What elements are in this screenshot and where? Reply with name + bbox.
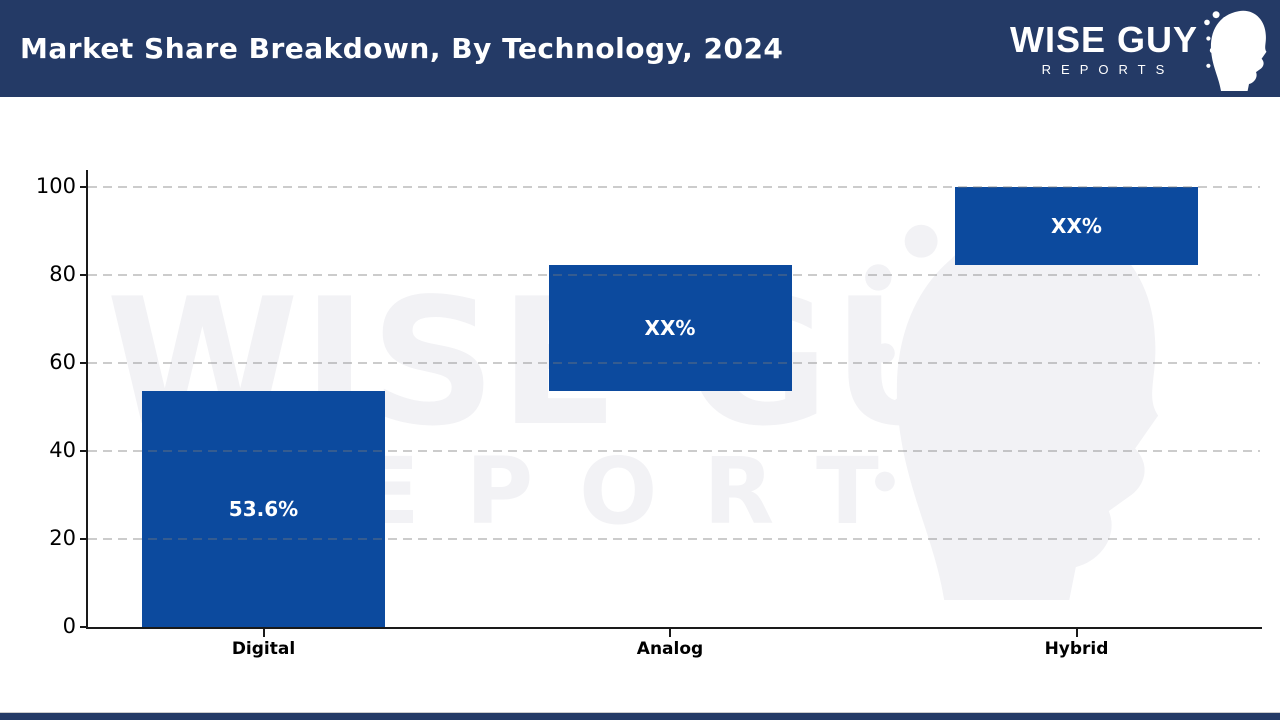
header-bar: Market Share Breakdown, By Technology, 2…: [0, 0, 1280, 97]
x-axis-spine: [86, 627, 1262, 629]
bar-value-label: XX%: [644, 316, 696, 340]
page-title: Market Share Breakdown, By Technology, 2…: [20, 32, 784, 65]
y-tick-label: 40: [49, 438, 76, 462]
brand-logo: WISE GUY REPORTS: [1010, 6, 1270, 92]
logo-wordmark-line1: WISE GUY: [1009, 19, 1198, 60]
x-category-label-hybrid: Hybrid: [1044, 639, 1109, 659]
x-tick-mark: [1075, 629, 1078, 637]
watermark-face-icon: [865, 222, 1159, 600]
y-tick-label: 80: [49, 262, 76, 286]
gridline: [88, 186, 1260, 188]
logo-wordmark-line2: REPORTS: [1041, 62, 1175, 77]
gridline: [88, 538, 1260, 540]
y-tick-mark: [80, 362, 88, 364]
y-tick-mark: [80, 274, 88, 276]
x-category-label-analog: Analog: [636, 639, 704, 659]
footer-bar: [0, 713, 1280, 720]
bar-value-label: XX%: [1051, 213, 1102, 238]
y-tick-label: 60: [49, 350, 76, 374]
y-tick-mark: [80, 538, 88, 540]
x-tick-mark: [262, 629, 265, 637]
face-profile-icon: [1204, 10, 1267, 91]
y-tick-label: 100: [35, 174, 76, 198]
logo-wordmark: WISE GUY REPORTS: [1009, 19, 1198, 78]
gridline: [88, 274, 1260, 276]
x-tick-mark: [669, 629, 671, 637]
y-axis-spine: [86, 170, 88, 629]
gridline: [88, 450, 1260, 452]
y-tick-label: 0: [62, 614, 76, 638]
bar-analog: XX%: [548, 264, 792, 392]
y-tick-label: 20: [49, 526, 76, 550]
bar-hybrid: XX%: [955, 187, 1198, 265]
y-tick-mark: [80, 450, 88, 452]
y-tick-mark: [80, 186, 88, 188]
bar-digital: 53.6%: [142, 391, 385, 627]
footer-divider: [0, 712, 1280, 713]
gridline: [88, 362, 1260, 364]
bar-value-label: 53.6%: [228, 497, 299, 522]
x-category-label-digital: Digital: [231, 639, 296, 659]
y-tick-mark: [80, 626, 88, 628]
